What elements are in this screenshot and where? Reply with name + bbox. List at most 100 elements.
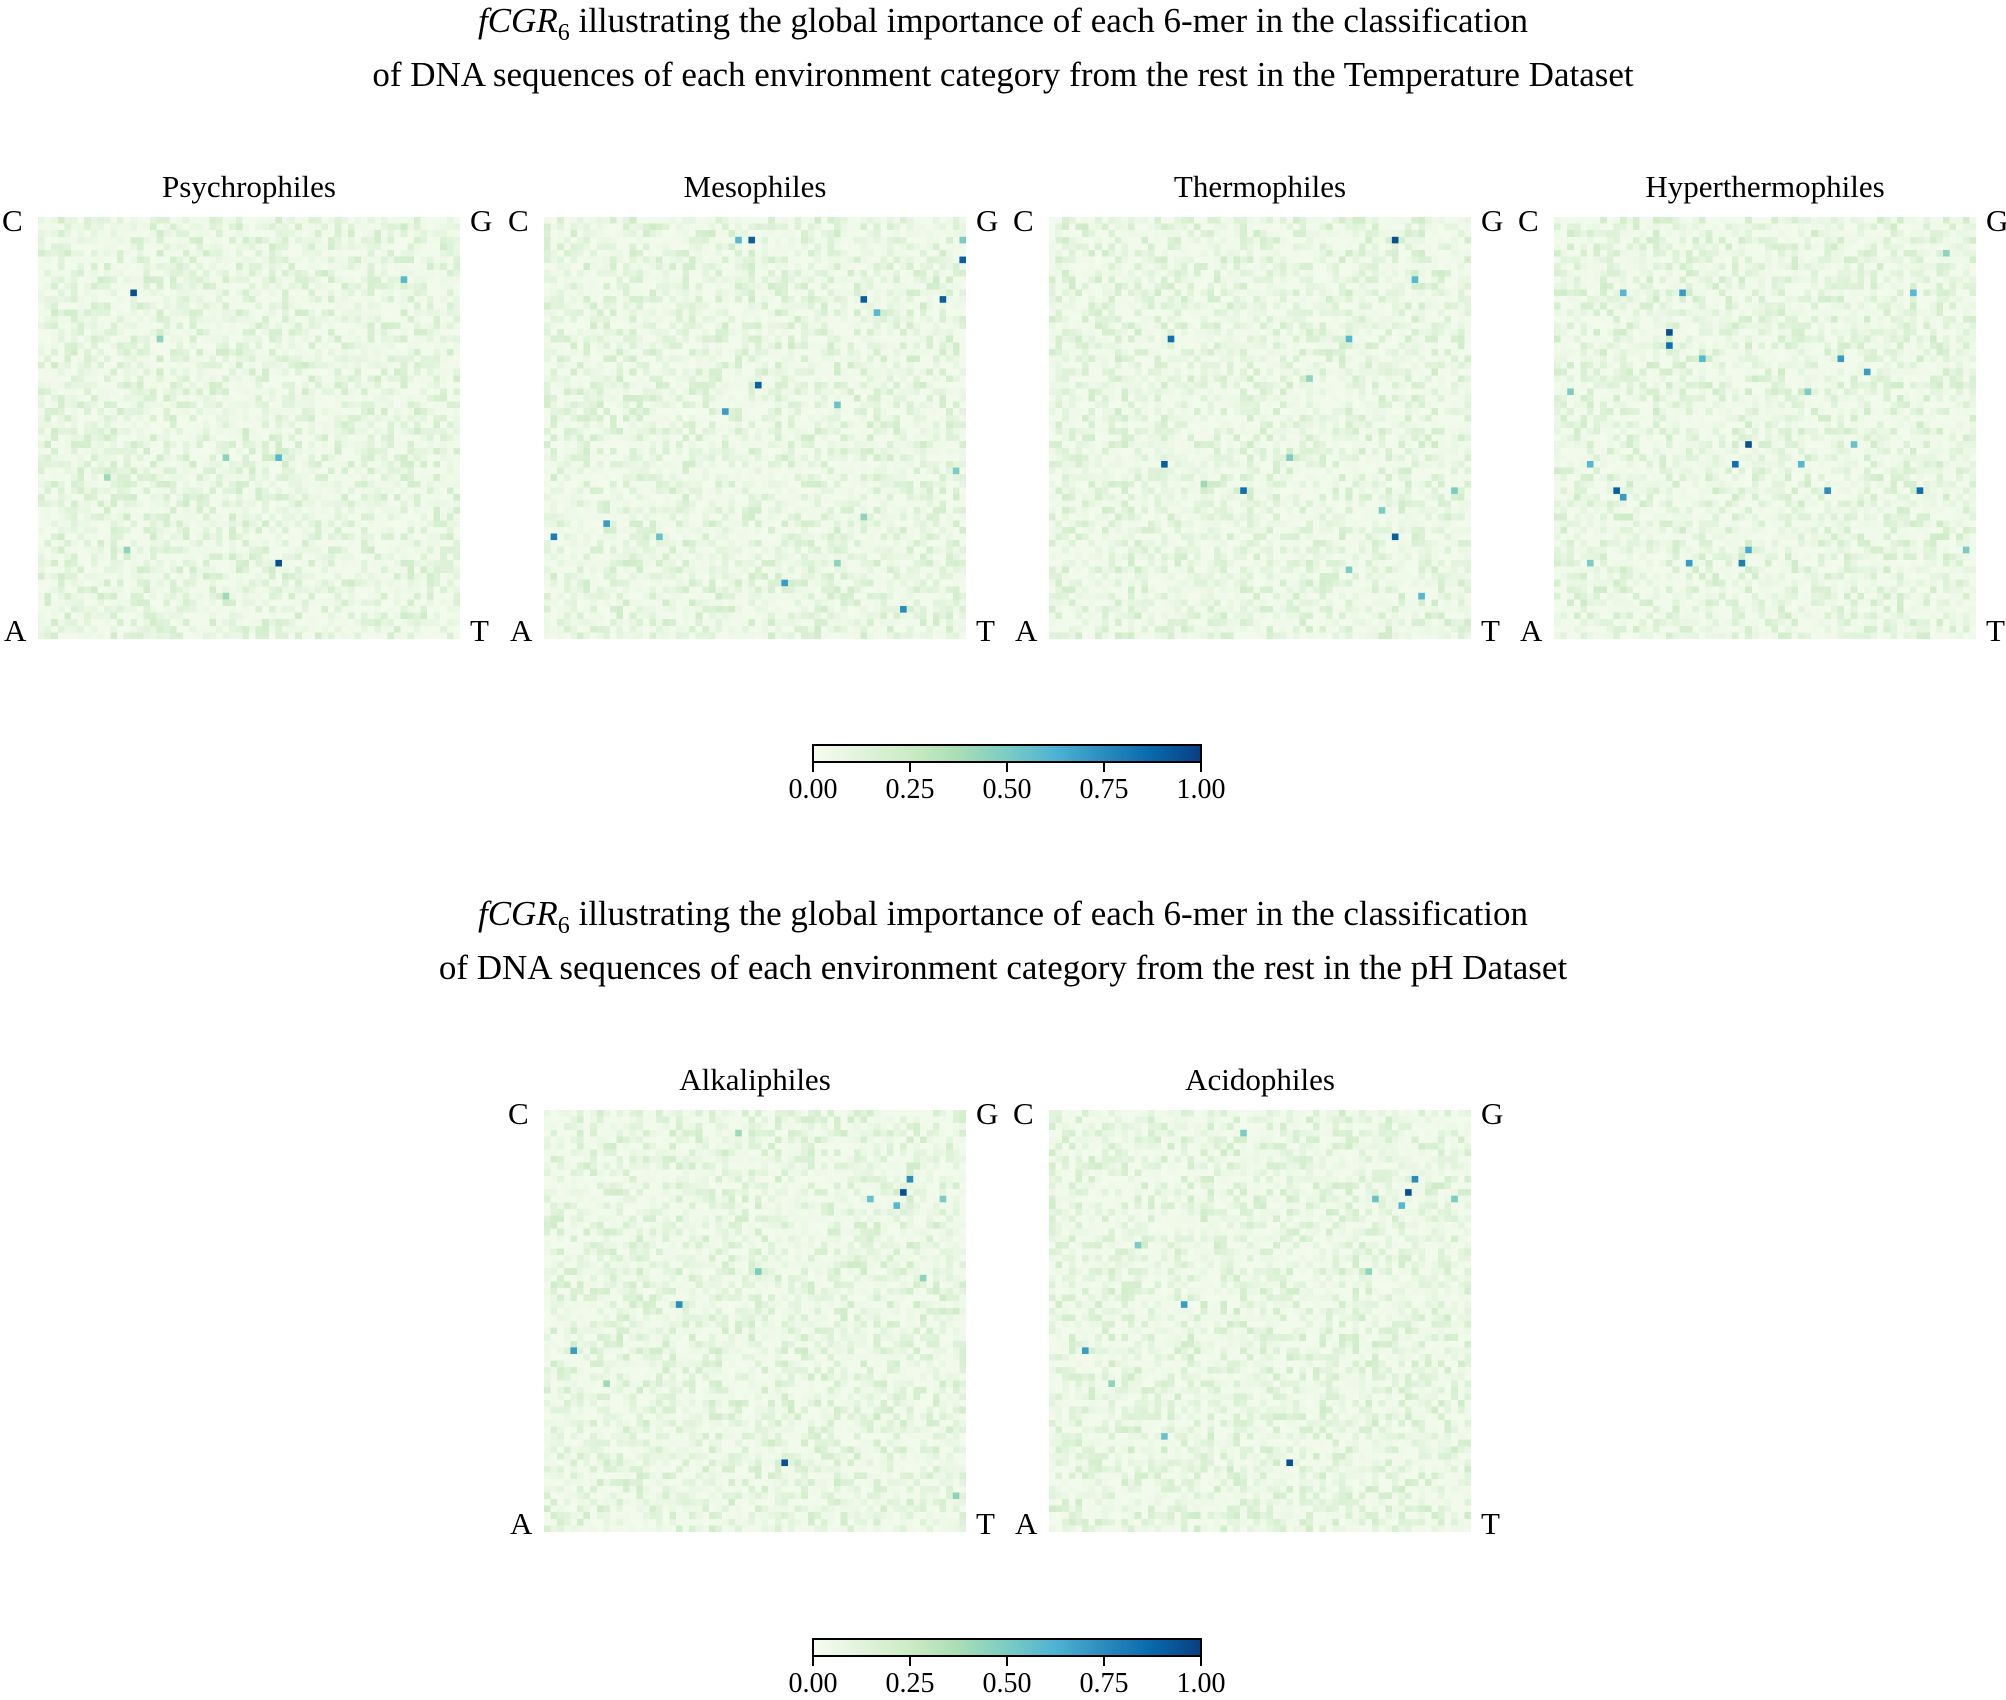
heatmap-cell — [1613, 487, 1620, 494]
corner-label-g: G — [976, 1096, 999, 1131]
colorbar-tick-label: 0.00 — [788, 1668, 838, 1699]
heatmap-cell — [755, 381, 762, 389]
heatmap-cell — [1586, 460, 1594, 468]
heatmap-panel — [544, 217, 966, 639]
figure-title: fCGR6 illustrating the global importance… — [0, 0, 2006, 95]
corner-label-a: A — [4, 613, 27, 648]
colorbar-tick-label: 0.25 — [885, 774, 935, 805]
heatmap-hotspots — [1161, 236, 1458, 600]
heatmap-cell — [1804, 388, 1812, 396]
heatmap-cell — [1411, 276, 1419, 283]
heatmap-cell — [1286, 1459, 1293, 1467]
corner-label-t: T — [470, 613, 489, 648]
heatmap-cell — [123, 546, 131, 554]
heatmap-cell — [1391, 236, 1399, 244]
heatmap-cell — [550, 533, 558, 541]
heatmap-cell — [603, 520, 610, 527]
corner-label-g: G — [1481, 1096, 1504, 1131]
colorbar-tick-label: 0.25 — [885, 1668, 935, 1699]
heatmap-cell — [275, 559, 282, 567]
heatmap-cell — [1685, 559, 1693, 567]
heatmap-cell — [834, 559, 841, 567]
corner-label-c: C — [1013, 203, 1034, 238]
heatmap-cell — [1286, 454, 1293, 461]
panel-title: Hyperthermophiles — [1645, 169, 1885, 204]
colorbar-tick-label: 1.00 — [1176, 1668, 1226, 1699]
heatmap-cell — [873, 309, 881, 316]
title-fcgr: fCGR — [477, 1, 558, 40]
heatmap-cell — [1679, 289, 1686, 297]
heatmap-cell — [1108, 1380, 1115, 1387]
title-line1: illustrating the global importance of ea… — [569, 894, 1529, 933]
colorbar-tick-label: 0.75 — [1079, 1668, 1129, 1699]
heatmap-cell — [860, 513, 868, 521]
heatmap-cell — [1345, 566, 1353, 574]
heatmap-cell — [867, 1195, 874, 1203]
heatmap-cell — [1451, 1195, 1458, 1203]
panel-title: Psychrophiles — [162, 169, 336, 204]
corner-label-a: A — [510, 613, 533, 648]
heatmap-panel — [1049, 217, 1471, 639]
heatmap-cell — [1134, 1241, 1142, 1249]
heatmap-cell — [656, 533, 663, 541]
colorbar-tick — [1103, 763, 1105, 772]
corner-label-a: A — [1015, 1506, 1038, 1541]
corner-label-t: T — [1986, 613, 2005, 648]
heatmap-cell — [781, 579, 788, 587]
panel-title: Mesophiles — [683, 169, 827, 204]
heatmap-cell — [1418, 592, 1425, 600]
heatmap-cell — [1666, 342, 1673, 349]
colorbar-tick — [812, 1657, 814, 1666]
heatmap-background — [38, 217, 460, 639]
heatmap-background — [544, 1110, 966, 1532]
heatmap-cell — [1167, 335, 1175, 343]
heatmap-panel — [38, 217, 460, 639]
colorbar-tick — [909, 1657, 911, 1666]
heatmap-cell — [939, 1195, 947, 1203]
heatmap-cell — [939, 296, 947, 303]
colorbar-tick — [1200, 763, 1202, 772]
colorbar-tick — [909, 763, 911, 772]
heatmap-cell — [156, 335, 164, 343]
colorbar-tick-label: 0.50 — [982, 774, 1032, 805]
colorbar — [812, 744, 1202, 763]
heatmap-cell — [1916, 487, 1924, 494]
heatmap-panel — [1049, 1110, 1471, 1532]
heatmap-cell — [1405, 1189, 1412, 1196]
colorbar-tick-label: 0.00 — [788, 774, 838, 805]
heatmap-cell — [1372, 1195, 1379, 1203]
title-fcgr: fCGR — [477, 894, 558, 933]
heatmap-cell — [1824, 487, 1831, 494]
colorbar-tick-label: 1.00 — [1176, 774, 1226, 805]
heatmap-cell — [103, 474, 111, 481]
heatmap-cell — [906, 1175, 914, 1183]
heatmap-cell — [900, 606, 907, 613]
heatmap-cell — [755, 1268, 762, 1275]
panel-title: Acidophiles — [1185, 1062, 1335, 1097]
heatmap-hotspots — [1081, 1129, 1458, 1467]
heatmap-cell — [1699, 355, 1706, 363]
title-line1: illustrating the global importance of ea… — [569, 1, 1529, 40]
heatmap-cell — [1910, 289, 1917, 297]
heatmap-cell — [1619, 289, 1627, 297]
heatmap-hotspots — [570, 1129, 960, 1500]
colorbar-tick — [1103, 1657, 1105, 1666]
heatmap-panel — [544, 1110, 966, 1532]
corner-label-g: G — [1986, 203, 2006, 238]
heatmap-cell — [603, 1380, 610, 1387]
heatmap-cell — [1081, 1347, 1089, 1354]
heatmap-background — [544, 217, 966, 639]
heatmap-hotspots — [1567, 249, 1970, 567]
corner-label-g: G — [470, 203, 493, 238]
corner-label-a: A — [1520, 613, 1543, 648]
corner-label-t: T — [1481, 1506, 1500, 1541]
corner-label-g: G — [1481, 203, 1504, 238]
title-line2: of DNA sequences of each environment cat… — [438, 948, 1568, 987]
heatmap-background — [1049, 217, 1471, 639]
heatmap-cell — [1391, 533, 1399, 541]
corner-label-a: A — [1015, 613, 1038, 648]
heatmap-cell — [1943, 249, 1950, 257]
heatmap-cell — [1378, 507, 1386, 514]
colorbar — [812, 1638, 1202, 1657]
heatmap-cell — [748, 236, 755, 244]
